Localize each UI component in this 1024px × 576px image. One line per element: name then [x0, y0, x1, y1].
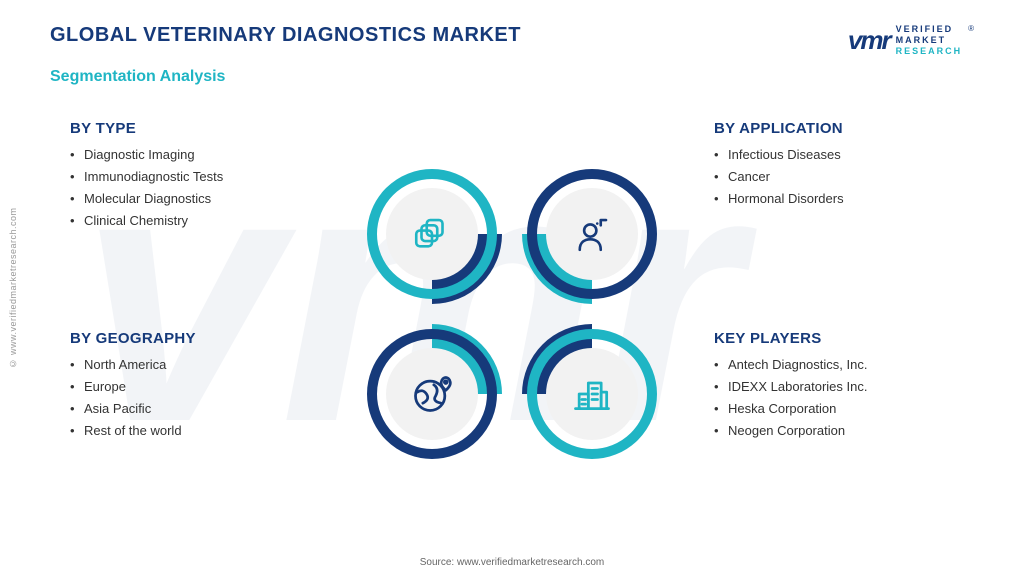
source-label: Source: www.verifiedmarketresearch.com — [0, 557, 1024, 568]
content-area: BY TYPE Diagnostic Imaging Immunodiagnos… — [0, 100, 1024, 546]
building-icon — [570, 372, 614, 416]
logo-mark: vmr — [848, 25, 890, 56]
list-item: Antech Diagnostics, Inc. — [714, 357, 954, 372]
petal-keyplayers — [522, 324, 662, 464]
segment-list: Diagnostic Imaging Immunodiagnostic Test… — [70, 147, 310, 228]
list-item: Heska Corporation — [714, 401, 954, 416]
segment-title: BY TYPE — [70, 120, 310, 137]
segment-geography: BY GEOGRAPHY North America Europe Asia P… — [70, 330, 310, 445]
segment-type: BY TYPE Diagnostic Imaging Immunodiagnos… — [70, 120, 310, 235]
petal-type — [362, 164, 502, 304]
list-item: Infectious Diseases — [714, 147, 954, 162]
segment-list: North America Europe Asia Pacific Rest o… — [70, 357, 310, 438]
list-item: Europe — [70, 379, 310, 394]
list-item: Immunodiagnostic Tests — [70, 169, 310, 184]
segment-list: Infectious Diseases Cancer Hormonal Diso… — [714, 147, 954, 206]
list-item: Cancer — [714, 169, 954, 184]
segment-title: BY GEOGRAPHY — [70, 330, 310, 347]
list-item: Diagnostic Imaging — [70, 147, 310, 162]
list-item: Neogen Corporation — [714, 423, 954, 438]
person-icon — [571, 213, 613, 255]
logo-text: VERIFIED MARKET RESEARCH — [896, 24, 963, 56]
subtitle: Segmentation Analysis — [50, 68, 225, 86]
petal-application — [522, 164, 662, 304]
list-item: Molecular Diagnostics — [70, 191, 310, 206]
list-item: Rest of the world — [70, 423, 310, 438]
layers-icon — [411, 213, 453, 255]
petal-geography — [362, 324, 502, 464]
list-item: Hormonal Disorders — [714, 191, 954, 206]
list-item: Asia Pacific — [70, 401, 310, 416]
logo-registered: ® — [968, 24, 974, 33]
globe-icon — [410, 372, 454, 416]
segment-title: BY APPLICATION — [714, 120, 954, 137]
list-item: North America — [70, 357, 310, 372]
header: GLOBAL VETERINARY DIAGNOSTICS MARKET vmr… — [50, 24, 974, 56]
segment-list: Antech Diagnostics, Inc. IDEXX Laborator… — [714, 357, 954, 438]
list-item: Clinical Chemistry — [70, 213, 310, 228]
list-item: IDEXX Laboratories Inc. — [714, 379, 954, 394]
page-title: GLOBAL VETERINARY DIAGNOSTICS MARKET — [50, 24, 521, 47]
segment-application: BY APPLICATION Infectious Diseases Cance… — [714, 120, 954, 213]
brand-logo: vmr VERIFIED MARKET RESEARCH ® — [848, 24, 974, 56]
petal-diagram — [362, 164, 662, 464]
segment-title: KEY PLAYERS — [714, 330, 954, 347]
segment-keyplayers: KEY PLAYERS Antech Diagnostics, Inc. IDE… — [714, 330, 954, 445]
